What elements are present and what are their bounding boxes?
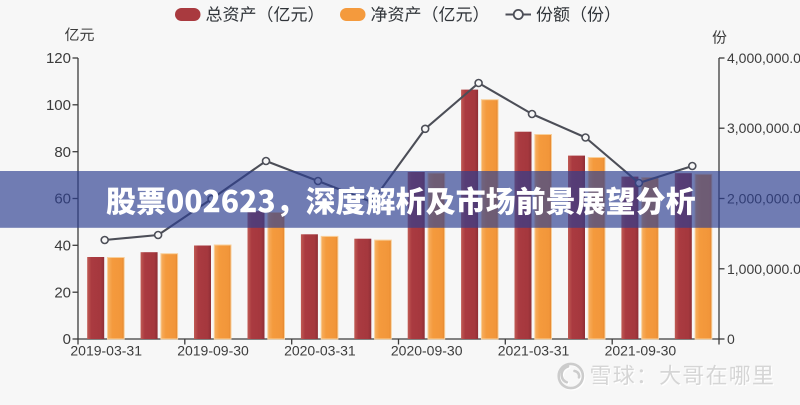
svg-text:2019-09-30: 2019-09-30 xyxy=(177,342,249,358)
svg-text:80: 80 xyxy=(54,144,71,161)
svg-text:2019-03-31: 2019-03-31 xyxy=(70,342,142,358)
svg-text:3,000,000.0: 3,000,000.0 xyxy=(727,120,800,136)
svg-text:120: 120 xyxy=(46,50,71,67)
svg-text:2020-03-31: 2020-03-31 xyxy=(284,342,356,358)
svg-text:20: 20 xyxy=(54,284,71,301)
svg-text:1,000,000.0: 1,000,000.0 xyxy=(727,261,800,277)
svg-text:0: 0 xyxy=(727,331,735,347)
svg-text:100: 100 xyxy=(46,97,71,114)
svg-text:2021-09-30: 2021-09-30 xyxy=(605,342,677,358)
svg-text:4,000,000.0: 4,000,000.0 xyxy=(727,50,800,66)
svg-text:40: 40 xyxy=(54,238,71,255)
svg-text:0: 0 xyxy=(63,331,71,348)
svg-text:2020-09-30: 2020-09-30 xyxy=(391,342,463,358)
svg-text:2021-03-31: 2021-03-31 xyxy=(498,342,570,358)
